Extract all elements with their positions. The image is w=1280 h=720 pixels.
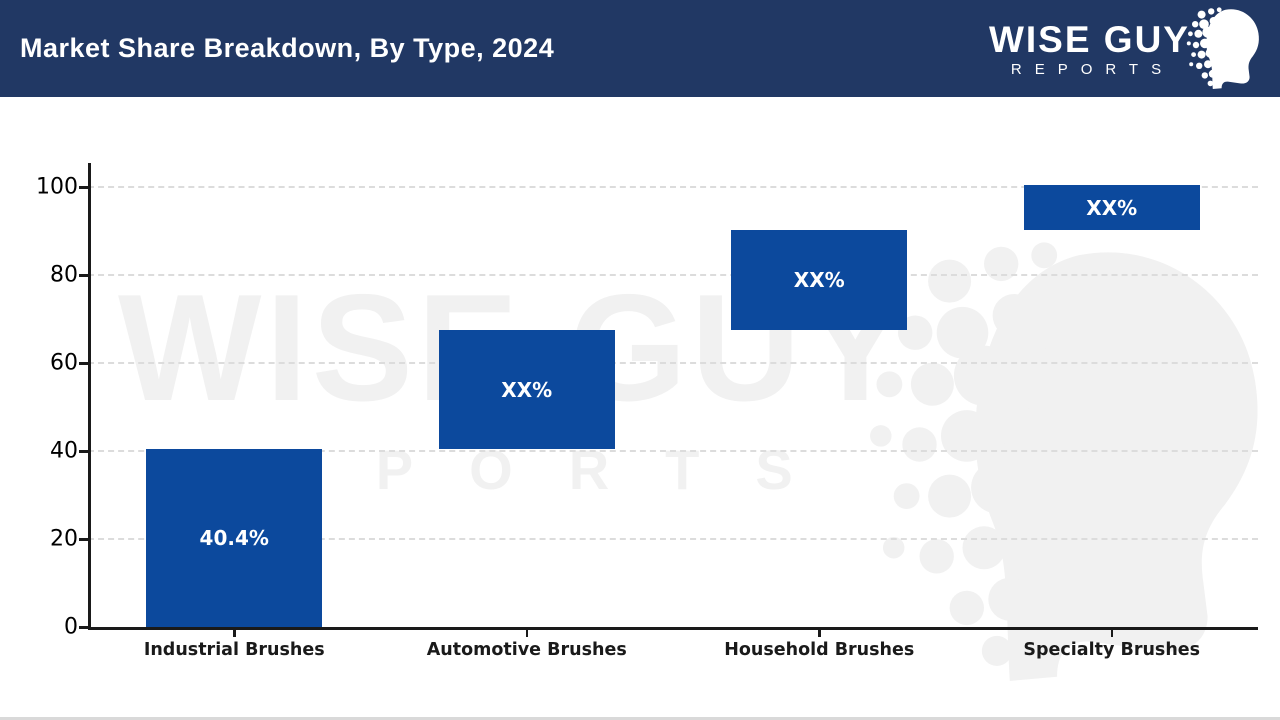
wise-guy-reports-logo: WISE GUY REPORTS (989, 5, 1272, 93)
y-axis-tick-label: 80 (50, 262, 78, 288)
gridline (88, 186, 1258, 188)
y-axis-tick (79, 274, 88, 277)
x-axis-category-label: Household Brushes (724, 640, 915, 660)
gridline (88, 538, 1258, 540)
x-axis-tick (818, 629, 821, 637)
header-bar: Market Share Breakdown, By Type, 2024 WI… (0, 0, 1280, 97)
gridline (88, 274, 1258, 276)
bar-value-label: 40.4% (199, 526, 269, 551)
logo-line2: REPORTS (1010, 60, 1175, 78)
y-axis-line (88, 163, 91, 627)
x-axis-category-label: Industrial Brushes (143, 640, 325, 660)
bar: XX% (438, 330, 615, 450)
y-axis-tick (79, 450, 88, 453)
y-axis-tick-label: 20 (50, 526, 78, 552)
bar: XX% (1023, 185, 1200, 231)
bar-value-label: XX% (501, 377, 553, 402)
chart-title: Market Share Breakdown, By Type, 2024 (20, 33, 555, 63)
bar: 40.4% (146, 449, 323, 627)
x-axis-tick (233, 629, 236, 637)
y-axis-tick-label: 60 (50, 350, 78, 376)
logo-head-icon (1186, 6, 1259, 89)
gridline (88, 362, 1258, 364)
x-axis-category-label: Automotive Brushes (426, 640, 627, 660)
logo-text: WISE GUY REPORTS (989, 21, 1190, 77)
x-axis-tick (1110, 629, 1114, 637)
y-axis-tick (79, 538, 88, 541)
y-axis-tick-label: 0 (64, 614, 78, 640)
bar-value-label: XX% (793, 268, 845, 293)
y-axis-tick-label: 100 (36, 174, 78, 200)
x-axis-line (88, 627, 1258, 630)
y-axis-tick (79, 186, 88, 189)
logo-line1: WISE GUY (988, 18, 1190, 60)
x-axis-category-label: Specialty Brushes (1023, 640, 1201, 660)
y-axis-tick-label: 40 (50, 438, 78, 464)
bar: XX% (731, 230, 908, 330)
gridline (88, 450, 1258, 452)
y-axis-tick (79, 626, 88, 629)
y-axis-tick (79, 362, 88, 365)
bar-value-label: XX% (1086, 195, 1138, 220)
x-axis-tick (525, 629, 529, 637)
